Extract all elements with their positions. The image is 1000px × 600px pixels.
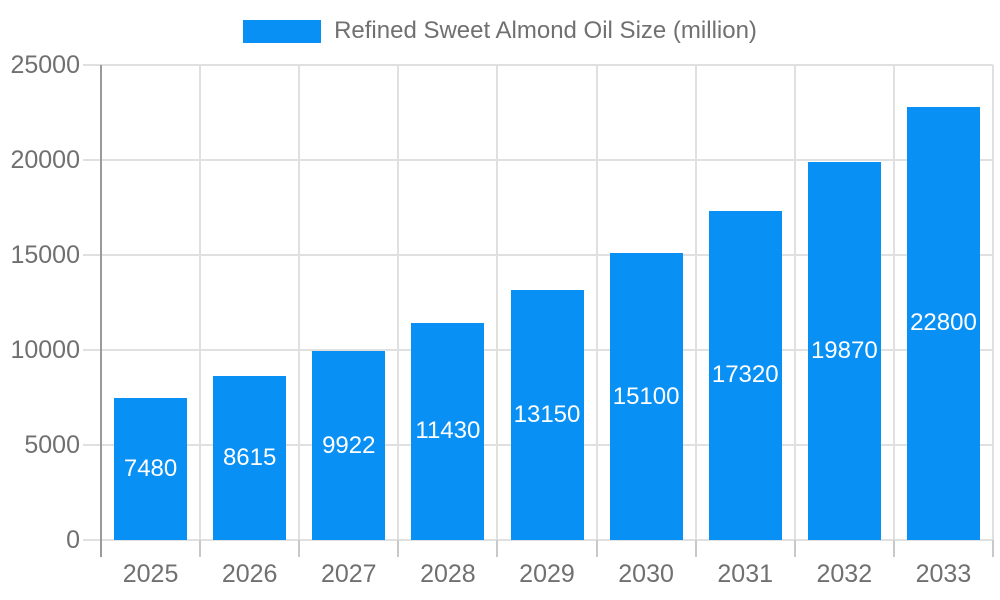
y-axis-tick-label: 10000 (10, 336, 80, 364)
y-gridline (83, 159, 993, 161)
bar-2030[interactable]: 15100 (609, 253, 683, 540)
x-gridline (397, 65, 400, 540)
bar-value-label: 7480 (123, 454, 178, 482)
bar-2026[interactable]: 8615 (213, 376, 287, 540)
bar-2029[interactable]: 13150 (510, 290, 584, 540)
x-axis-tick-label: 2026 (221, 560, 278, 588)
y-axis-tick-label: 0 (66, 526, 80, 554)
y-axis-tick-label: 15000 (10, 241, 80, 269)
x-axis-tick (298, 540, 301, 557)
y-axis-tick-label: 25000 (10, 51, 80, 79)
y-gridline (83, 539, 993, 541)
x-axis-tick (892, 540, 895, 557)
bar-value-label: 8615 (222, 444, 277, 472)
bar-value-label: 11430 (415, 417, 481, 445)
y-gridline (83, 254, 993, 256)
y-axis-tick-label: 5000 (24, 431, 80, 459)
x-axis-tick-label: 2033 (915, 560, 972, 588)
y-axis-line (100, 65, 102, 557)
x-gridline (496, 65, 499, 540)
x-gridline (595, 65, 598, 540)
x-gridline (992, 65, 994, 540)
x-axis-tick-label: 2031 (717, 560, 774, 588)
y-axis-tick-label: 20000 (10, 146, 80, 174)
bar-value-label: 13150 (513, 401, 581, 429)
x-gridline (694, 65, 697, 540)
bar-value-label: 19870 (810, 337, 878, 365)
x-gridline (793, 65, 796, 540)
legend[interactable]: Refined Sweet Almond Oil Size (million) (0, 17, 1000, 45)
legend-swatch (243, 19, 322, 43)
x-gridline (892, 65, 895, 540)
bar-2032[interactable]: 19870 (807, 162, 881, 540)
bar-value-label: 9922 (322, 431, 376, 459)
x-axis-tick-label: 2025 (122, 560, 179, 588)
x-axis-tick-label: 2027 (320, 560, 377, 588)
bar-2025[interactable]: 7480 (114, 397, 188, 540)
x-axis-tick (793, 540, 796, 557)
y-gridline (83, 64, 993, 66)
bar-value-label: 15100 (612, 382, 680, 410)
bar-2027[interactable]: 9922 (312, 351, 386, 540)
x-axis-tick (496, 540, 499, 557)
x-axis-tick-label: 2028 (420, 560, 476, 588)
bar-value-label: 17320 (711, 361, 779, 389)
bar-2028[interactable]: 11430 (411, 322, 485, 540)
x-axis-tick (992, 540, 994, 557)
legend-series-label: Refined Sweet Almond Oil Size (million) (334, 17, 757, 44)
x-gridline (298, 65, 301, 540)
x-axis-tick-label: 2029 (519, 560, 575, 588)
x-gridline (199, 65, 202, 540)
x-axis-tick (694, 540, 697, 557)
x-axis-tick (397, 540, 400, 557)
bar-value-label: 22800 (910, 309, 977, 337)
x-axis-tick-label: 2032 (816, 560, 873, 588)
x-axis-tick-label: 2030 (618, 560, 674, 588)
x-axis-tick (595, 540, 598, 557)
x-axis-tick (199, 540, 202, 557)
bar-2031[interactable]: 17320 (708, 210, 782, 540)
bar-2033[interactable]: 22800 (906, 106, 980, 540)
